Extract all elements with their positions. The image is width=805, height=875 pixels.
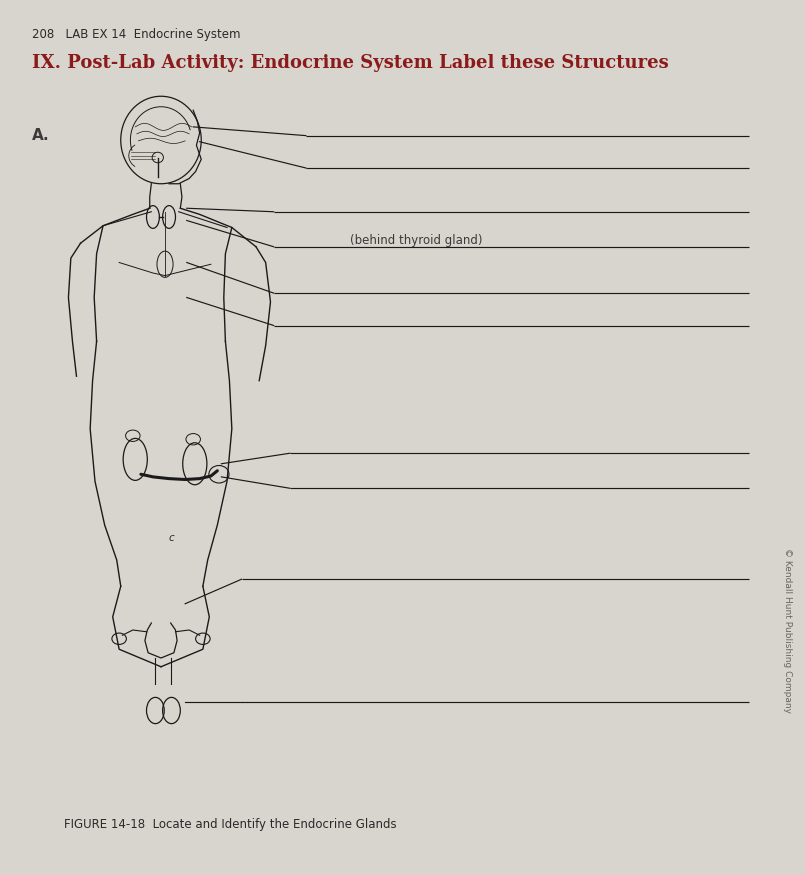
Text: FIGURE 14-18  Locate and Identify the Endocrine Glands: FIGURE 14-18 Locate and Identify the End… <box>64 818 397 831</box>
Text: A.: A. <box>32 128 50 144</box>
Text: 208   LAB EX 14  Endocrine System: 208 LAB EX 14 Endocrine System <box>32 28 241 41</box>
Text: c: c <box>168 533 175 542</box>
Text: IX. Post-Lab Activity: Endocrine System Label these Structures: IX. Post-Lab Activity: Endocrine System … <box>32 54 669 73</box>
Text: © Kendall Hunt Publishing Company: © Kendall Hunt Publishing Company <box>782 548 792 712</box>
Text: (behind thyroid gland): (behind thyroid gland) <box>350 234 483 247</box>
